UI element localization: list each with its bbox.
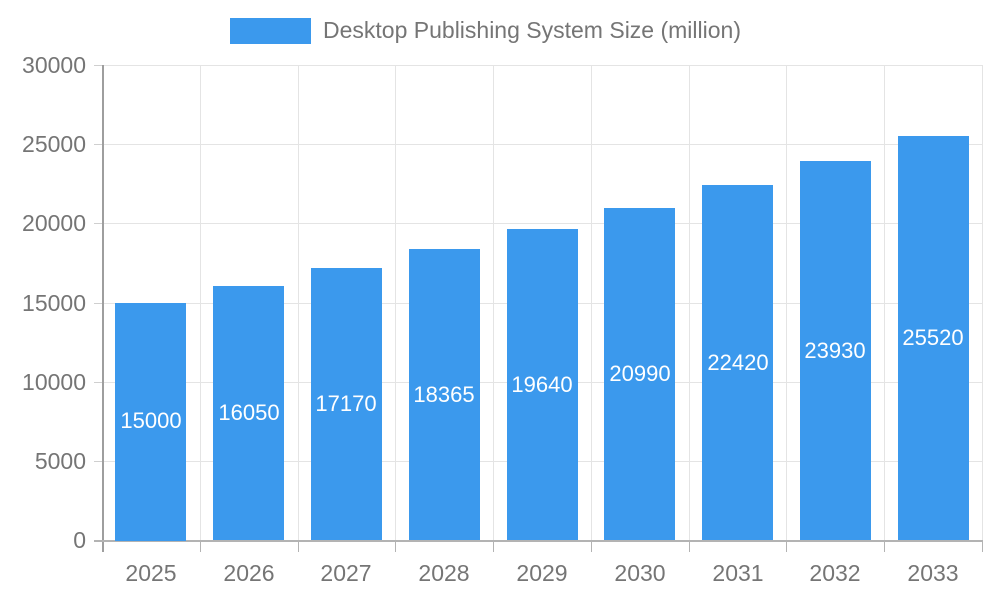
x-tick-mark	[689, 540, 690, 552]
chart-legend: Desktop Publishing System Size (million)	[230, 17, 741, 44]
y-gridline	[102, 223, 982, 224]
y-tick-mark	[94, 461, 102, 462]
y-tick-mark	[94, 382, 102, 383]
y-tick-label: 5000	[34, 448, 86, 474]
x-gridline	[982, 65, 983, 540]
bar	[213, 286, 284, 540]
y-gridline	[102, 144, 982, 145]
x-gridline	[884, 65, 885, 540]
y-tick-mark	[94, 65, 102, 66]
y-tick-label: 20000	[22, 210, 86, 236]
x-gridline	[298, 65, 299, 540]
bar-value-label: 19640	[511, 372, 573, 397]
bar	[604, 208, 675, 540]
x-gridline	[395, 65, 396, 540]
bar-value-label: 22420	[707, 350, 769, 375]
x-tick-label: 2028	[418, 560, 470, 586]
y-tick-label: 30000	[22, 52, 86, 78]
bar	[115, 303, 186, 541]
x-tick-label: 2026	[223, 560, 275, 586]
x-tick-mark	[200, 540, 201, 552]
x-tick-mark	[591, 540, 592, 552]
x-tick-mark	[298, 540, 299, 552]
bar	[898, 136, 969, 540]
bar-value-label: 18365	[413, 382, 475, 407]
x-tick-label: 2033	[907, 560, 959, 586]
bar	[702, 185, 773, 540]
bar-value-label: 20990	[609, 361, 671, 386]
bar-value-label: 23930	[804, 338, 866, 363]
bar	[507, 229, 578, 540]
x-gridline	[493, 65, 494, 540]
bar	[800, 161, 871, 540]
y-tick-mark	[94, 303, 102, 304]
x-tick-label: 2030	[614, 560, 666, 586]
x-tick-mark	[982, 540, 983, 552]
bar-value-label: 15000	[120, 408, 182, 433]
legend-label: Desktop Publishing System Size (million)	[323, 17, 741, 43]
x-gridline	[689, 65, 690, 540]
legend-swatch	[230, 17, 311, 44]
x-tick-mark	[493, 540, 494, 552]
x-gridline	[200, 65, 201, 540]
bar-value-label: 16050	[218, 400, 280, 425]
y-tick-label: 0	[73, 527, 86, 553]
y-gridline	[102, 65, 982, 66]
y-tick-label: 15000	[22, 290, 86, 316]
x-tick-mark	[395, 540, 396, 552]
x-gridline	[786, 65, 787, 540]
x-tick-mark	[884, 540, 885, 552]
x-tick-mark	[786, 540, 787, 552]
y-tick-label: 25000	[22, 131, 86, 157]
y-tick-mark	[94, 144, 102, 145]
x-gridline	[591, 65, 592, 540]
bar-value-label: 17170	[315, 391, 377, 416]
x-tick-label: 2025	[125, 560, 177, 586]
x-axis-line	[94, 540, 982, 542]
y-tick-label: 10000	[22, 369, 86, 395]
x-tick-label: 2031	[712, 560, 764, 586]
y-axis-line	[102, 65, 104, 552]
y-tick-mark	[94, 223, 102, 224]
x-tick-label: 2029	[516, 560, 568, 586]
bar	[409, 249, 480, 540]
x-tick-label: 2027	[320, 560, 372, 586]
bar-value-label: 25520	[902, 325, 964, 350]
bar	[311, 268, 382, 540]
x-tick-label: 2032	[809, 560, 861, 586]
